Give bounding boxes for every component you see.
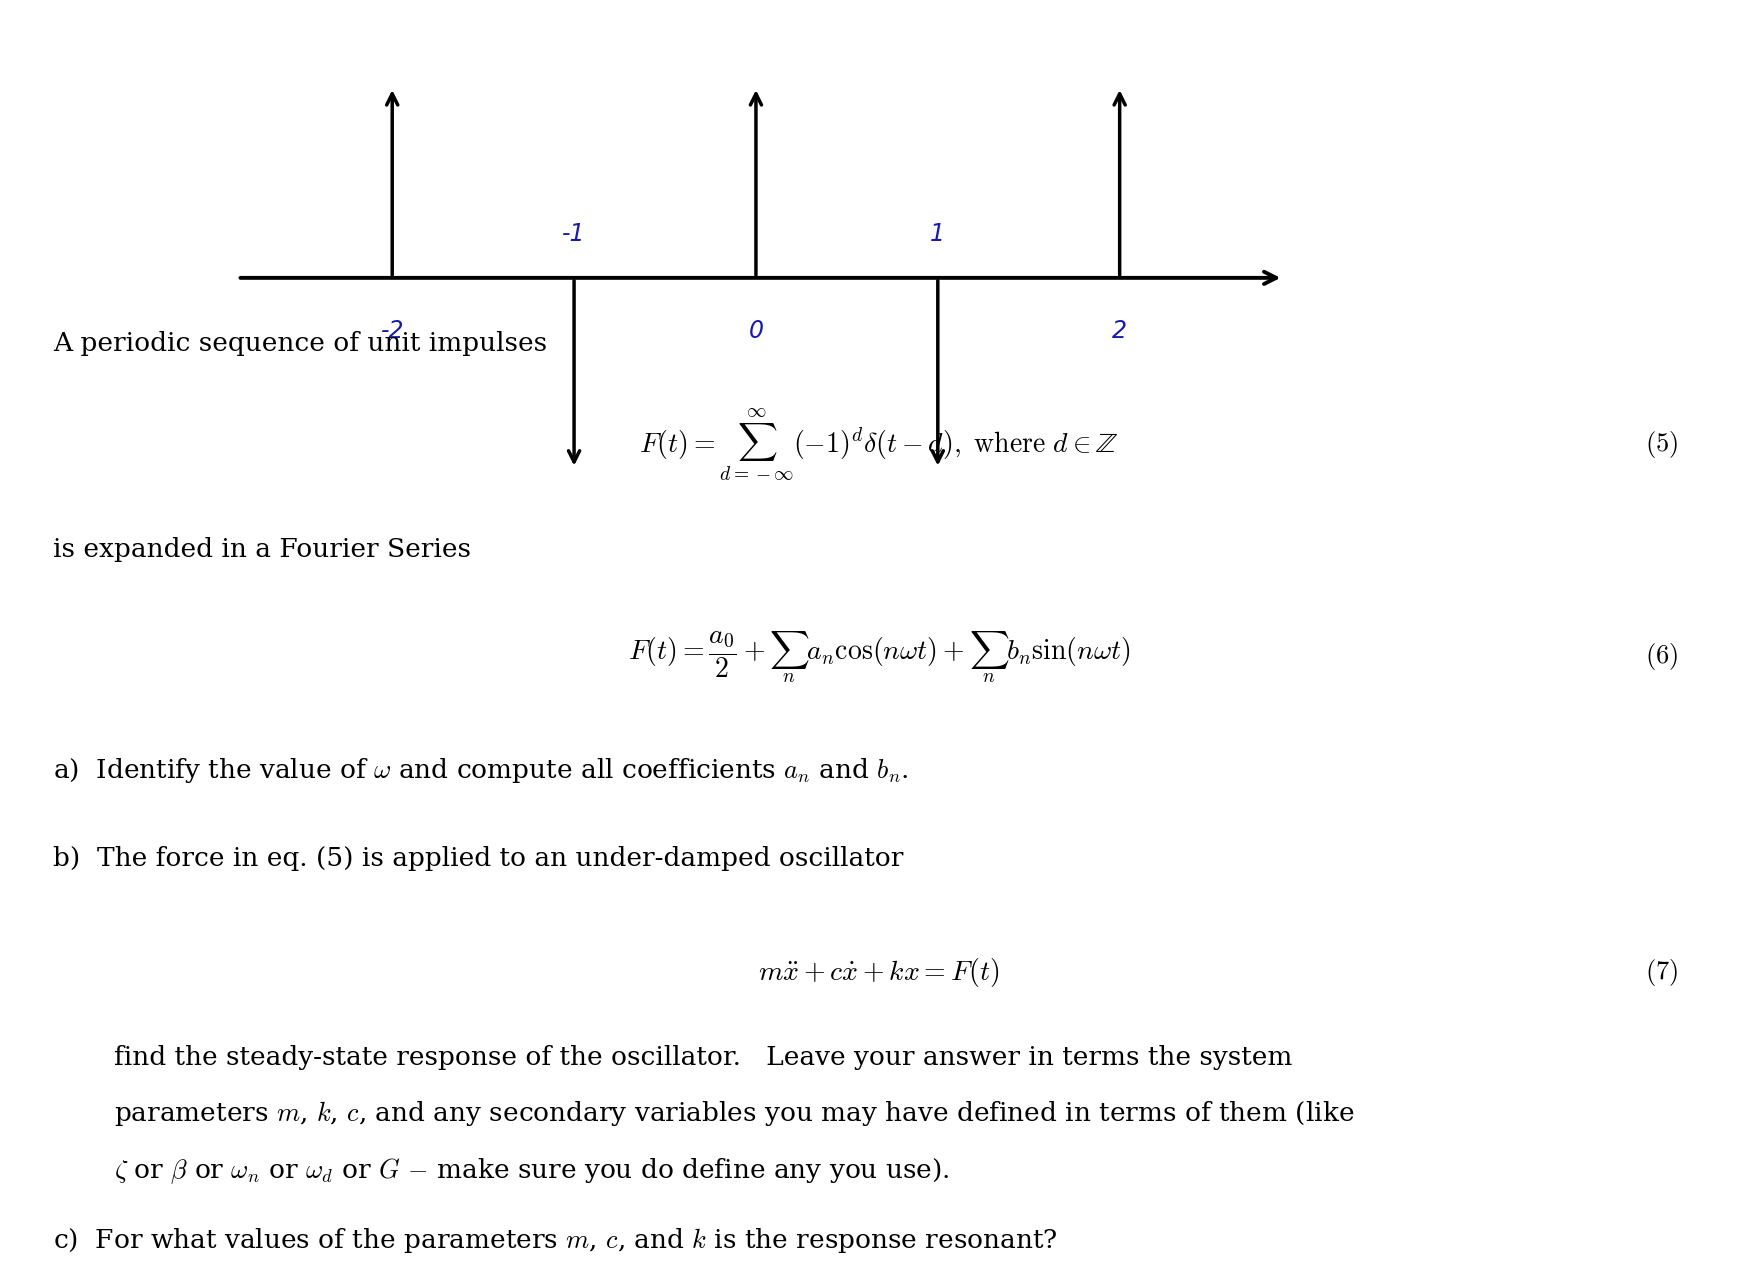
Text: A periodic sequence of unit impulses: A periodic sequence of unit impulses xyxy=(53,331,546,356)
Text: -1: -1 xyxy=(562,221,585,245)
Text: 0: 0 xyxy=(748,320,763,344)
Text: $(5)$: $(5)$ xyxy=(1645,429,1676,460)
Text: is expanded in a Fourier Series: is expanded in a Fourier Series xyxy=(53,537,471,562)
Text: c)  For what values of the parameters $m$, $c$, and $k$ is the response resonant: c) For what values of the parameters $m$… xyxy=(53,1226,1056,1254)
Text: $(7)$: $(7)$ xyxy=(1645,957,1676,988)
Text: -2: -2 xyxy=(380,320,404,344)
Text: find the steady-state response of the oscillator.   Leave your answer in terms t: find the steady-state response of the os… xyxy=(114,1045,1291,1070)
Text: a)  Identify the value of $\omega$ and compute all coefficients $a_n$ and $b_n$.: a) Identify the value of $\omega$ and co… xyxy=(53,757,908,784)
Text: parameters $m$, $k$, $c$, and any secondary variables you may have defined in te: parameters $m$, $k$, $c$, and any second… xyxy=(114,1100,1355,1128)
Text: 2: 2 xyxy=(1112,320,1126,344)
Text: $F(t) = \dfrac{a_0}{2} + \sum_{n} a_n \cos(n\omega t) + \sum_{n} b_n \sin(n\omeg: $F(t) = \dfrac{a_0}{2} + \sum_{n} a_n \c… xyxy=(627,629,1130,685)
Text: b)  The force in eq. (5) is applied to an under-damped oscillator: b) The force in eq. (5) is applied to an… xyxy=(53,846,903,871)
Text: $m\ddot{x} + c\dot{x} + kx = F(t)$: $m\ddot{x} + c\dot{x} + kx = F(t)$ xyxy=(757,956,1000,989)
Text: 1: 1 xyxy=(929,221,945,245)
Text: $(6)$: $(6)$ xyxy=(1645,642,1676,672)
Text: $\zeta$ or $\beta$ or $\omega_n$ or $\omega_d$ or $G$ $-$ make sure you do defin: $\zeta$ or $\beta$ or $\omega_n$ or $\om… xyxy=(114,1156,949,1186)
Text: $F(t) = \sum_{d=-\infty}^{\infty} (-1)^d\delta(t - d),$$\ \mathrm{where}\ d \in : $F(t) = \sum_{d=-\infty}^{\infty} (-1)^d… xyxy=(640,407,1117,482)
